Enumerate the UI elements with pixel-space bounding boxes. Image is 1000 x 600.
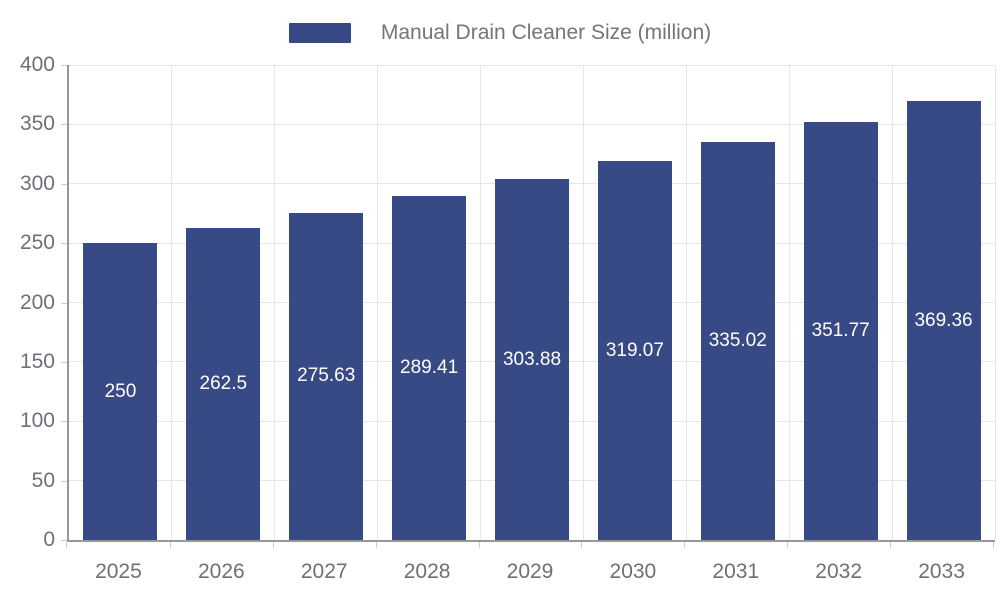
y-axis-tick — [61, 243, 67, 245]
legend[interactable]: Manual Drain Cleaner Size (million) — [0, 21, 1000, 45]
bar[interactable]: 351.77 — [803, 122, 878, 540]
y-gridline — [69, 123, 995, 125]
y-axis-label: 50 — [31, 468, 55, 492]
x-axis-label: 2033 — [918, 560, 965, 583]
y-gridline — [69, 64, 995, 66]
x-axis-label: 2028 — [403, 560, 451, 583]
y-axis-tick — [61, 361, 67, 363]
bar-value-label: 262.5 — [199, 373, 248, 395]
x-axis-tick — [787, 542, 789, 548]
x-axis-tick — [66, 542, 67, 548]
y-axis-label: 400 — [19, 53, 55, 76]
bar-value-label: 275.63 — [297, 365, 356, 387]
x-axis-label: 2030 — [609, 560, 657, 583]
x-gridline — [788, 65, 790, 540]
y-axis-label: 100 — [19, 409, 55, 433]
x-gridline — [377, 65, 379, 540]
y-axis-label: 300 — [19, 171, 55, 195]
bar[interactable]: 289.41 — [392, 196, 467, 540]
y-axis-tick — [61, 421, 67, 423]
legend-swatch-icon — [288, 23, 351, 43]
x-axis-label: 2029 — [506, 560, 554, 583]
bar-value-label: 369.36 — [914, 309, 973, 331]
y-axis-tick — [61, 540, 67, 541]
x-axis-label: 2025 — [95, 560, 142, 583]
x-gridline — [274, 65, 276, 540]
x-gridline — [994, 65, 996, 540]
y-axis-label: 150 — [19, 349, 55, 373]
y-axis-label: 0 — [43, 528, 55, 551]
bar-value-label: 351.77 — [811, 320, 870, 342]
bar[interactable]: 369.36 — [906, 101, 981, 540]
bar-value-label: 289.41 — [400, 357, 459, 379]
x-gridline — [171, 65, 173, 540]
bar-value-label: 335.02 — [708, 330, 767, 352]
y-axis-tick — [61, 480, 67, 482]
x-axis-label: 2026 — [197, 560, 245, 583]
y-axis-tick — [61, 302, 67, 304]
bar[interactable]: 262.5 — [186, 228, 261, 540]
bar-value-label: 250 — [104, 380, 137, 402]
legend-label: Manual Drain Cleaner Size (million) — [380, 21, 712, 44]
y-axis-tick — [61, 124, 67, 126]
bar-value-label: 303.88 — [502, 348, 562, 370]
x-axis-tick — [684, 542, 686, 548]
y-axis-label: 250 — [19, 231, 55, 255]
x-axis-tick — [993, 542, 994, 548]
x-gridline — [582, 65, 584, 540]
bar[interactable]: 275.63 — [289, 212, 364, 540]
x-axis-label: 2032 — [815, 560, 863, 583]
y-axis-tick — [61, 65, 67, 66]
x-axis-tick — [375, 542, 377, 548]
x-axis-tick — [272, 542, 274, 548]
x-axis-label: 2031 — [712, 560, 760, 583]
x-gridline — [480, 65, 482, 540]
y-axis-label: 200 — [19, 290, 55, 314]
bar[interactable]: 303.88 — [495, 179, 569, 540]
bar-value-label: 319.07 — [605, 339, 664, 361]
x-axis-tick — [581, 542, 583, 548]
plot-area: 250 262.5 275.63 289.41 303.88 319.07 335.02 35… — [67, 64, 996, 542]
x-axis-tick — [890, 542, 892, 548]
bar[interactable]: 250 — [83, 243, 158, 540]
x-gridline — [685, 65, 687, 540]
x-axis-label: 2027 — [300, 560, 348, 583]
x-axis-tick — [478, 542, 480, 548]
bar[interactable]: 335.02 — [700, 142, 775, 540]
x-axis-tick — [169, 542, 171, 548]
y-axis-label: 350 — [19, 112, 55, 136]
bar[interactable]: 319.07 — [597, 161, 672, 540]
y-axis-tick — [61, 183, 67, 185]
x-gridline — [891, 65, 893, 540]
